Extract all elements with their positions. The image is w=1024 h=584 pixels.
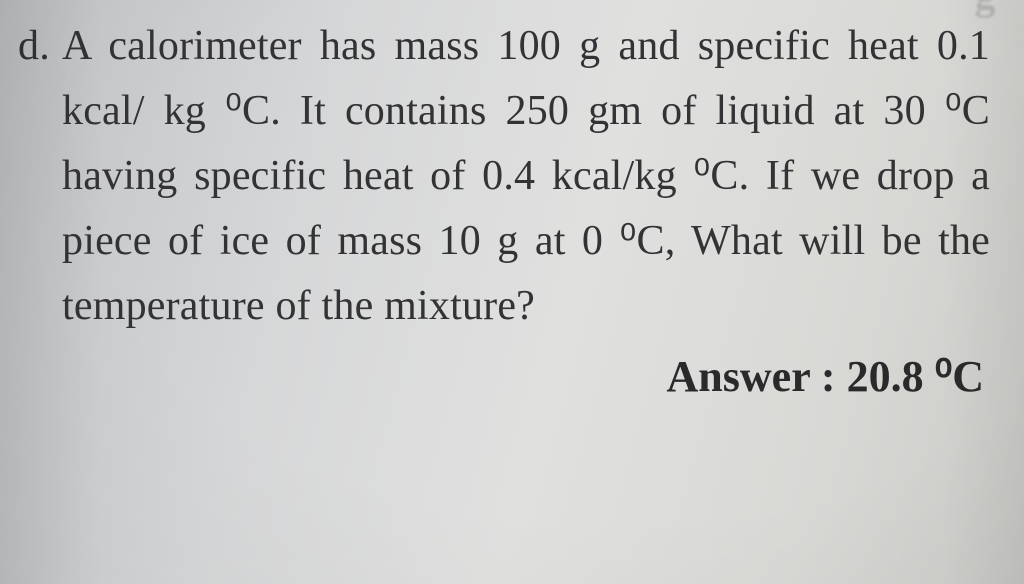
problem-label: d. <box>18 14 50 79</box>
answer-line: Answer : 20.8 ⁰C <box>62 351 990 402</box>
problem-block: d. A calorimeter has mass 100 g and spec… <box>62 14 990 339</box>
page: g d. A calorimeter has mass 100 g and sp… <box>0 0 1024 584</box>
problem-text: A calorimeter has mass 100 g and specifi… <box>62 23 990 329</box>
